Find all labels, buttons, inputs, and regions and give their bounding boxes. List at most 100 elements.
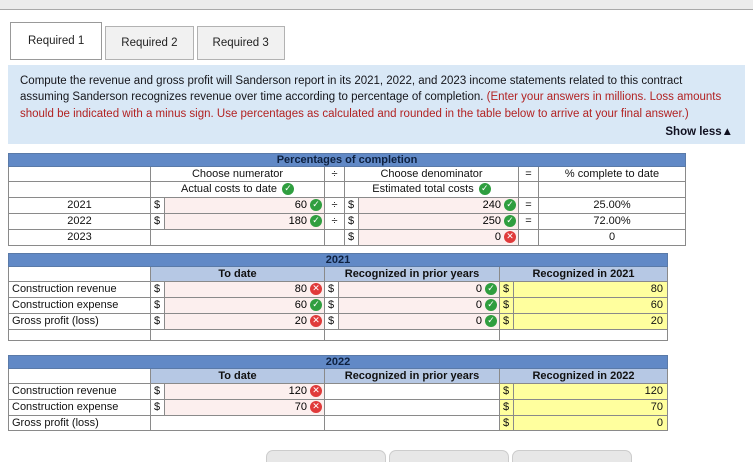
x-icon: ✕ bbox=[310, 315, 322, 328]
to-date-cell: ✕ bbox=[164, 312, 325, 330]
denominator-cell: ✓ bbox=[358, 212, 519, 230]
x-icon: ✕ bbox=[504, 231, 516, 244]
equals-icon: = bbox=[518, 196, 539, 214]
blank-cell bbox=[8, 180, 151, 198]
numerator-input-2021[interactable] bbox=[165, 198, 310, 212]
prior-years-header: Recognized in prior years bbox=[324, 367, 500, 384]
currency-symbol: $ bbox=[150, 382, 165, 400]
blank-cell bbox=[150, 414, 325, 431]
x-icon: ✕ bbox=[310, 401, 322, 414]
table-row-revenue-2022: Construction revenue $ ✕ $ 120 bbox=[8, 382, 668, 400]
check-icon: ✓ bbox=[310, 215, 322, 228]
percentages-title: Percentages of completion bbox=[8, 152, 686, 167]
row-label: Construction expense bbox=[8, 296, 151, 314]
instructions-panel: Compute the revenue and gross profit wil… bbox=[8, 65, 745, 144]
pct-complete-header: % complete to date bbox=[538, 165, 686, 182]
pct-row-2021: 2021 $ ✓ ÷ $ ✓ = 25.00% bbox=[8, 196, 686, 214]
year-label: 2021 bbox=[8, 196, 151, 214]
blank-cell bbox=[8, 265, 151, 282]
check-icon: ✓ bbox=[485, 315, 497, 328]
row-label: Construction revenue bbox=[8, 382, 151, 400]
currency-symbol: $ bbox=[150, 280, 165, 298]
x-icon: ✕ bbox=[310, 283, 322, 296]
year-label: 2023 bbox=[8, 228, 151, 246]
instructions-red-note: (Enter your answers in millions. Loss am… bbox=[20, 91, 722, 120]
tab-required-3[interactable]: Required 3 bbox=[196, 26, 285, 60]
to-date-input-wrap: ✕ bbox=[165, 400, 324, 415]
numerator-input-2022[interactable] bbox=[165, 214, 310, 228]
tab-required-2[interactable]: Required 2 bbox=[105, 26, 194, 60]
expense-to-date-input-2022[interactable] bbox=[165, 400, 310, 414]
prior-years-cell: ✓ bbox=[338, 312, 500, 330]
table-2022: 2022 To date Recognized in prior years R… bbox=[8, 354, 668, 431]
expense-prior-years-input-2021[interactable] bbox=[339, 298, 485, 312]
table-row-gross-profit-2022: Gross profit (loss) $ 0 bbox=[8, 414, 668, 431]
row-label: Construction expense bbox=[8, 398, 151, 416]
prior-years-input-wrap: ✓ bbox=[339, 298, 499, 313]
pct-header-row: Choose numerator ÷ Choose denominator = … bbox=[8, 165, 686, 182]
top-border-strip bbox=[0, 0, 753, 10]
currency-symbol: $ bbox=[150, 196, 165, 214]
blank-cell bbox=[324, 328, 500, 341]
recognized-2021-header: Recognized in 2021 bbox=[499, 265, 668, 282]
denominator-cell: ✓ bbox=[358, 196, 519, 214]
recognized-value: 80 bbox=[513, 280, 668, 298]
revenue-to-date-input-2022[interactable] bbox=[165, 384, 310, 398]
numerator-select-cell: Actual costs to date ✓ bbox=[150, 180, 325, 198]
empty-row bbox=[8, 328, 668, 341]
recognized-value: 0 bbox=[513, 414, 668, 431]
divide-icon: ÷ bbox=[324, 165, 345, 182]
to-date-cell: ✕ bbox=[164, 382, 325, 400]
to-date-input-wrap: ✕ bbox=[165, 282, 324, 297]
table-2021-title: 2021 bbox=[8, 252, 668, 267]
instructions-normal-text: Compute the revenue and gross profit wil… bbox=[20, 75, 683, 104]
currency-symbol: $ bbox=[344, 196, 359, 214]
revenue-prior-years-input-2021[interactable] bbox=[339, 282, 485, 296]
numerator-cell: ✓ bbox=[164, 212, 325, 230]
prior-years-input-wrap: ✓ bbox=[339, 314, 499, 329]
blank-cell bbox=[324, 398, 500, 416]
denominator-select[interactable]: Estimated total costs ✓ bbox=[346, 182, 518, 196]
currency-symbol: $ bbox=[150, 312, 165, 330]
currency-symbol: $ bbox=[344, 228, 359, 246]
pct-complete-value: 72.00% bbox=[538, 212, 686, 230]
currency-symbol: $ bbox=[499, 398, 514, 416]
blank-cell bbox=[538, 180, 686, 198]
row-label: Gross profit (loss) bbox=[8, 312, 151, 330]
prior-years-header: Recognized in prior years bbox=[324, 265, 500, 282]
numerator-cell: ✓ bbox=[164, 196, 325, 214]
blank-cell bbox=[8, 165, 151, 182]
recognized-value: 60 bbox=[513, 296, 668, 314]
denominator-input-2023[interactable] bbox=[359, 230, 504, 244]
numerator-select[interactable]: Actual costs to date ✓ bbox=[152, 182, 324, 196]
check-icon: ✓ bbox=[310, 199, 322, 212]
check-icon: ✓ bbox=[504, 215, 516, 228]
blank-cell bbox=[324, 414, 500, 431]
expense-to-date-input-2021[interactable] bbox=[165, 298, 310, 312]
table-row-expense-2022: Construction expense $ ✕ $ 70 bbox=[8, 398, 668, 416]
currency-symbol: $ bbox=[344, 212, 359, 230]
currency-symbol: $ bbox=[499, 382, 514, 400]
table-2022-header-row: To date Recognized in prior years Recogn… bbox=[8, 367, 668, 384]
divide-icon: ÷ bbox=[324, 196, 345, 214]
denominator-input-2021[interactable] bbox=[359, 198, 504, 212]
check-icon: ✓ bbox=[282, 183, 294, 196]
blank-cell bbox=[518, 228, 539, 246]
year-label: 2022 bbox=[8, 212, 151, 230]
revenue-to-date-input-2021[interactable] bbox=[165, 282, 310, 296]
blank-cell bbox=[324, 382, 500, 400]
table-row-gross-profit-2021: Gross profit (loss) $ ✕ $ ✓ $ 20 bbox=[8, 312, 668, 330]
choose-numerator-header: Choose numerator bbox=[150, 165, 325, 182]
gross-profit-to-date-input-2021[interactable] bbox=[165, 314, 310, 328]
blank-cell bbox=[8, 328, 151, 341]
tab-required-1[interactable]: Required 1 bbox=[10, 22, 103, 60]
show-less-link[interactable]: Show less▲ bbox=[665, 125, 733, 138]
gross-profit-prior-years-input-2021[interactable] bbox=[339, 314, 485, 328]
numerator-select-value: Actual costs to date bbox=[181, 183, 277, 196]
to-date-input-wrap: ✓ bbox=[165, 298, 324, 313]
denominator-input-2022[interactable] bbox=[359, 214, 504, 228]
to-date-input-wrap: ✕ bbox=[165, 314, 324, 329]
blank-cell bbox=[8, 367, 151, 384]
table-2022-title-row: 2022 bbox=[8, 354, 668, 369]
